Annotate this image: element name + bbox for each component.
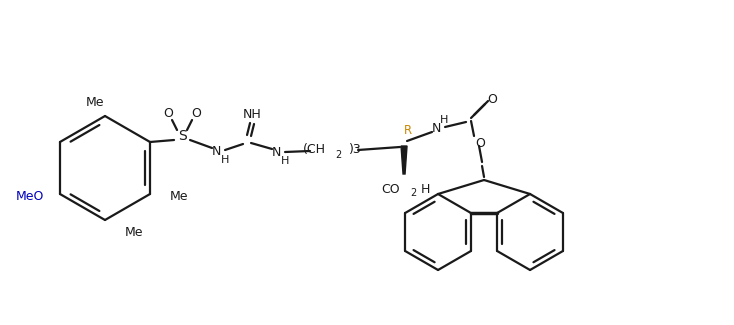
Text: R: R: [404, 124, 412, 137]
Text: S: S: [178, 129, 186, 143]
Text: N: N: [432, 123, 440, 136]
Text: O: O: [487, 94, 497, 107]
Text: N: N: [272, 147, 280, 160]
Text: Me: Me: [125, 227, 144, 240]
Polygon shape: [401, 146, 407, 174]
Text: O: O: [191, 108, 201, 121]
Text: O: O: [163, 108, 173, 121]
Text: Me: Me: [170, 189, 189, 202]
Text: H: H: [281, 156, 289, 166]
Text: O: O: [475, 137, 485, 150]
Text: MeO: MeO: [15, 189, 44, 202]
Text: 2: 2: [335, 150, 341, 160]
Text: 2: 2: [410, 188, 416, 198]
Text: )3: )3: [349, 144, 362, 157]
Text: H: H: [221, 155, 229, 165]
Text: CO: CO: [382, 184, 400, 197]
Text: (CH: (CH: [303, 144, 326, 157]
Text: H: H: [440, 115, 448, 125]
Text: Me: Me: [86, 97, 104, 110]
Text: H: H: [421, 184, 430, 197]
Text: N: N: [211, 146, 221, 159]
Text: NH: NH: [243, 109, 261, 122]
